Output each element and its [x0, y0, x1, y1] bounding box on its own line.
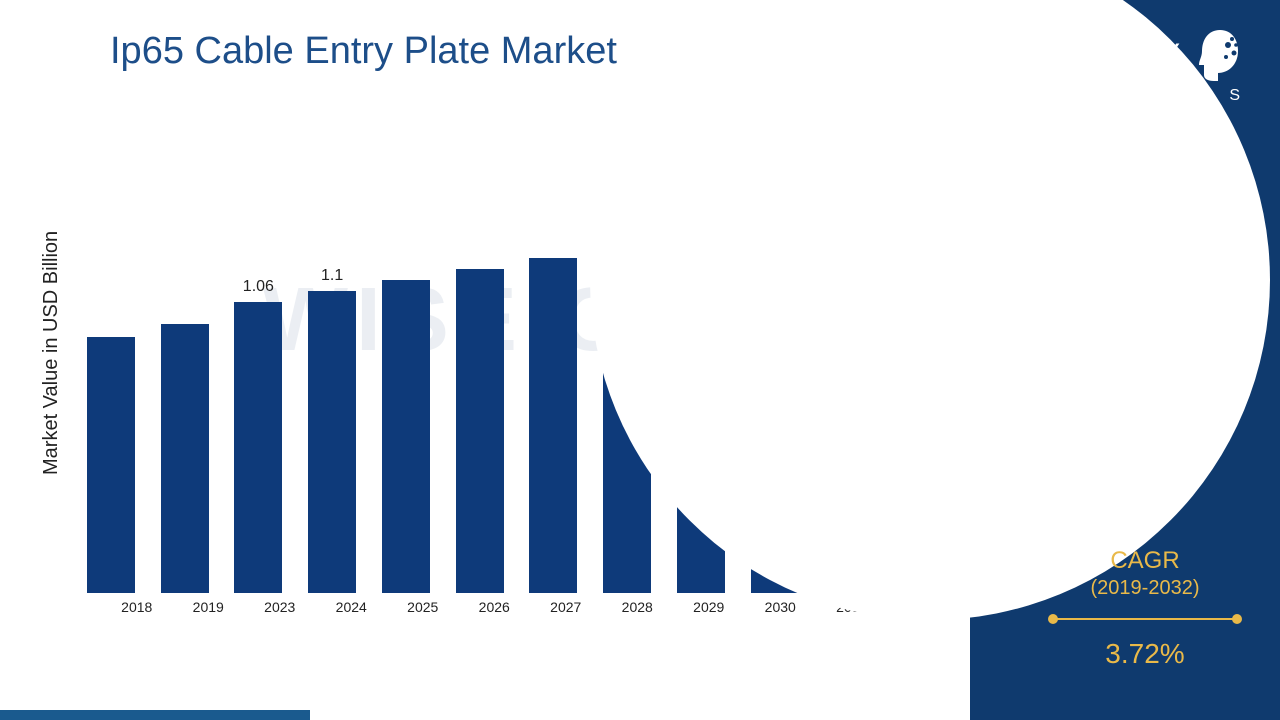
- cagr-block: CAGR (2019-2032) 3.72%: [1050, 547, 1240, 670]
- cagr-divider-line: [1050, 618, 1240, 620]
- bar-value-label: 1.06: [243, 278, 274, 298]
- logo-main-row: WISE GUY: [1016, 25, 1250, 85]
- bar-group: 1.1: [304, 267, 360, 594]
- bar: [234, 302, 282, 594]
- x-tick-label: 2026: [468, 599, 522, 615]
- bar: [382, 280, 430, 594]
- x-tick-label: 2027: [539, 599, 593, 615]
- x-tick-label: 2024: [325, 599, 379, 615]
- x-tick-label: 2018: [110, 599, 164, 615]
- infographic-container: WISE GUY Ip65 Cable Entry Plate Market M…: [0, 0, 1280, 720]
- bar-group: [452, 245, 508, 594]
- bar: [308, 291, 356, 594]
- x-tick-label: 2029: [682, 599, 736, 615]
- y-axis-label: Market Value in USD Billion: [30, 113, 73, 593]
- bar-value-label: 1.1: [321, 267, 343, 287]
- bar-group: [378, 256, 434, 594]
- bar: [456, 269, 504, 594]
- bar-group: [526, 234, 582, 594]
- right-panel: WISE GUY R E P O R T S CAGR (2019-2032) …: [970, 0, 1280, 720]
- bar-group: [83, 313, 139, 593]
- bar-group: [157, 300, 213, 594]
- x-tick-label: 2028: [611, 599, 665, 615]
- x-tick-label: 2019: [182, 599, 236, 615]
- x-tick-label: 2030: [754, 599, 808, 615]
- cagr-title: CAGR: [1050, 547, 1240, 575]
- bar: [161, 324, 209, 594]
- bottom-accent-bar: [0, 710, 310, 720]
- x-tick-label: 2025: [396, 599, 450, 615]
- logo-sub-text: R E P O R T S: [1016, 87, 1250, 105]
- logo-main-text: WISE GUY: [1016, 38, 1182, 72]
- bar: [529, 258, 577, 594]
- bar: [87, 337, 135, 593]
- bar-group: 1.06: [231, 278, 287, 594]
- x-tick-label: 2023: [253, 599, 307, 615]
- cagr-period: (2019-2032): [1050, 577, 1240, 600]
- brand-logo: WISE GUY R E P O R T S: [1016, 25, 1250, 105]
- head-profile-icon: [1190, 25, 1250, 85]
- cagr-value: 3.72%: [1050, 638, 1240, 670]
